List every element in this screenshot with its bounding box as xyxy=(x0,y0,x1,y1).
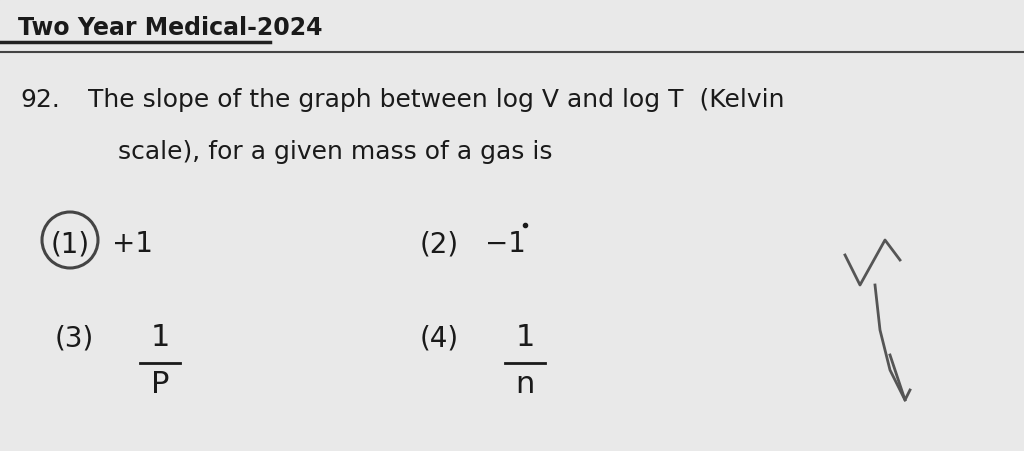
Text: 92.: 92. xyxy=(20,88,59,112)
Text: (3): (3) xyxy=(55,325,94,353)
Text: +1: +1 xyxy=(112,230,153,258)
Text: scale), for a given mass of a gas is: scale), for a given mass of a gas is xyxy=(118,140,553,164)
Text: 1: 1 xyxy=(151,323,170,352)
Text: Two Year Medical-2024: Two Year Medical-2024 xyxy=(18,16,323,40)
Text: −1: −1 xyxy=(485,230,526,258)
Text: n: n xyxy=(515,370,535,399)
Text: 1: 1 xyxy=(515,323,535,352)
Text: (1): (1) xyxy=(50,230,89,258)
Text: P: P xyxy=(151,370,169,399)
Text: (2): (2) xyxy=(420,230,459,258)
Text: (4): (4) xyxy=(420,325,459,353)
Text: The slope of the graph between log V and log T  (Kelvin: The slope of the graph between log V and… xyxy=(88,88,784,112)
